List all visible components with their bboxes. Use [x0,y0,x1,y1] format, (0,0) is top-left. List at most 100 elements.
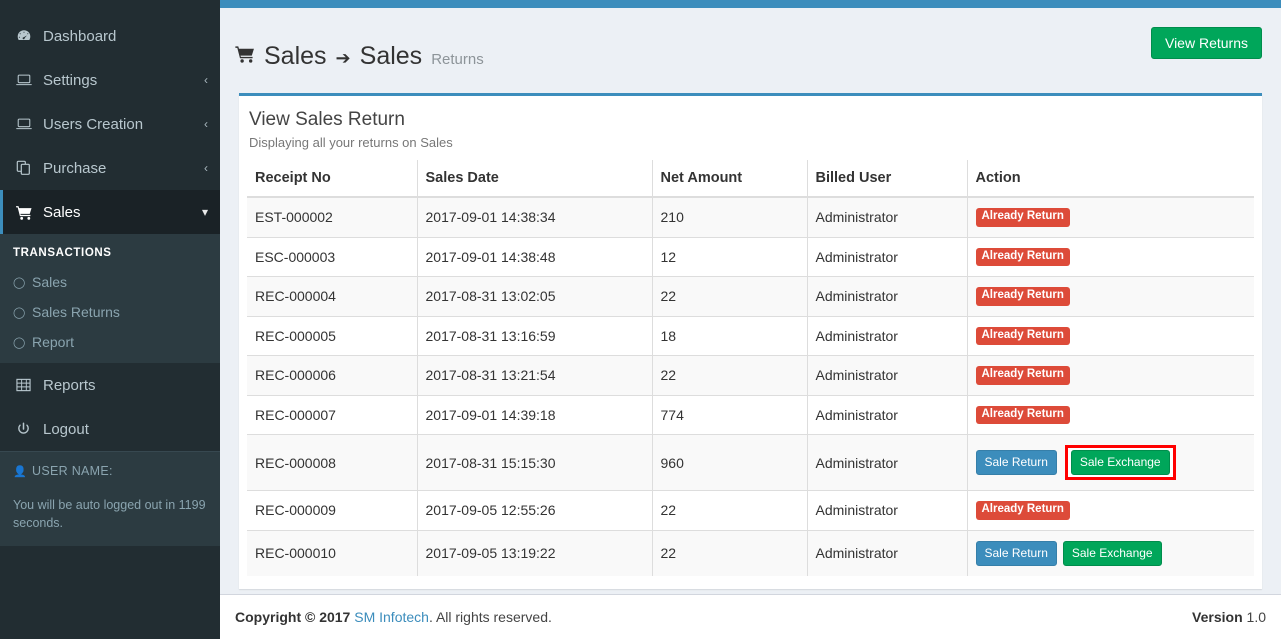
action-buttons: Already Return [975,208,1247,227]
cell-action: Already Return [966,196,1254,237]
laptop-icon [16,73,40,87]
circle-o-icon: ◯ [13,336,26,349]
cell-sales-date: 2017-09-01 14:39:18 [416,394,652,435]
cell-receipt-no: REC-000005 [247,315,417,356]
cell-sales-date: 2017-08-31 15:15:30 [416,433,652,491]
action-buttons: Sale Return Sale Exchange [975,540,1247,566]
chevron-left-icon: ‹ [204,73,208,87]
cell-sales-date: 2017-09-05 13:19:22 [416,529,652,576]
table-grid-icon [16,378,40,392]
table-head: Receipt No Sales Date Net Amount Billed … [247,160,1254,198]
view-returns-button[interactable]: View Returns [1150,27,1262,59]
table-row: REC-000006 2017-08-31 13:21:54 22 Administr… [247,355,1254,395]
cell-net-amount: 22 [651,529,807,576]
sale-exchange-button[interactable]: Sale Exchange [1070,450,1170,476]
cell-action: Already Return [966,394,1254,435]
panel-header: View Sales Return Displaying all your re… [239,96,1262,160]
dashboard-icon [16,28,40,44]
table-row: REC-000005 2017-08-31 13:16:59 18 Administr… [247,315,1254,356]
cell-receipt-no: EST-000002 [247,196,417,237]
submenu-item-label: Sales [32,274,68,290]
cell-net-amount: 22 [651,355,807,395]
cell-sales-date: 2017-08-31 13:02:05 [416,276,652,316]
sale-exchange-button[interactable]: Sale Exchange [1062,540,1162,566]
action-buttons: Already Return [975,366,1247,385]
top-blue-bar [220,0,1281,8]
cell-billed-user: Administrator [806,236,967,277]
table-row: REC-000009 2017-09-05 12:55:26 22 Administr… [247,490,1254,531]
page-title-second: Sales [359,41,423,70]
sidebar-item-dashboard[interactable]: Dashboard [0,14,220,58]
submenu-item-label: Sales Returns [32,304,120,320]
table-row: REC-000010 2017-09-05 13:19:22 22 Administr… [247,529,1254,576]
cell-sales-date: 2017-09-05 12:55:26 [416,490,652,531]
cell-receipt-no: REC-000010 [247,529,417,576]
cell-billed-user: Administrator [806,490,967,531]
table-row: REC-000008 2017-08-31 15:15:30 960 Administ… [247,433,1254,491]
circle-o-icon: ◯ [13,306,26,319]
sidebar-item-settings[interactable]: Settings ‹ [0,58,220,102]
auto-logout-timer: You will be auto logged out in 1199 seco… [13,498,206,530]
sidebar-bottom-filler [0,581,220,639]
cell-net-amount: 960 [651,433,807,491]
cell-net-amount: 22 [651,276,807,316]
sidebar-item-label: Logout [43,420,89,438]
action-buttons: Already Return [975,405,1247,424]
panel-body: Receipt No Sales Date Net Amount Billed … [239,160,1262,589]
cell-receipt-no: ESC-000003 [247,236,417,277]
sidebar-item-label: Reports [43,376,96,394]
column-header-billed-user[interactable]: Billed User [806,160,967,198]
sidebar-item-logout[interactable]: Logout [0,407,220,451]
sidebar-item-sales[interactable]: Sales ▾ [0,190,220,234]
cell-net-amount: 210 [651,196,807,237]
table-row: EST-000002 2017-09-01 14:38:34 210 Administ… [247,196,1254,237]
cart-icon [235,45,256,69]
cell-receipt-no: REC-000008 [247,433,417,491]
sales-returns-table: Receipt No Sales Date Net Amount Billed … [247,160,1254,576]
sidebar-item-label: Settings [43,71,98,89]
table-body: EST-000002 2017-09-01 14:38:34 210 Administ… [247,196,1254,576]
chevron-left-icon: ‹ [204,117,208,131]
column-header-net-amount[interactable]: Net Amount [651,160,807,198]
circle-o-icon: ◯ [13,276,26,289]
sidebar-item-purchase[interactable]: Purchase ‹ [0,146,220,190]
arrow-right-icon: ➔ [335,47,351,68]
page-header: Sales ➔ Sales Returns View Returns [220,8,1281,93]
sidebar-submenu-transactions: TRANSACTIONS ◯ Sales ◯ Sales Returns ◯ R… [0,234,220,363]
sale-return-button[interactable]: Sale Return [975,450,1057,476]
cell-action: Sale Return Sale Exchange [966,529,1254,576]
cell-receipt-no: REC-000007 [247,394,417,435]
sidebar-item-users-creation[interactable]: Users Creation ‹ [0,102,220,146]
sale-return-button[interactable]: Sale Return [975,540,1057,566]
footer-version-label: Version [1192,609,1243,625]
sidebar-item-label: Dashboard [43,27,117,45]
column-header-receipt-no[interactable]: Receipt No [247,160,417,198]
cell-billed-user: Administrator [806,276,967,316]
laptop-icon [16,117,40,131]
user-icon: 👤 [13,466,27,478]
column-header-action[interactable]: Action [966,160,1254,198]
footer-version-value: 1.0 [1246,609,1266,625]
page-footer: Copyright © 2017 SM Infotech. All rights… [220,594,1281,639]
cell-action: Sale Return Sale Exchange [966,433,1254,491]
page-subtitle: Returns [431,50,484,68]
submenu-item-report[interactable]: ◯ Report [0,327,220,357]
table-row: REC-000004 2017-08-31 13:02:05 22 Administr… [247,276,1254,316]
footer-copyright-suffix: . All rights reserved. [428,609,552,625]
sidebar-item-label: Users Creation [43,115,144,133]
table-header-row: Receipt No Sales Date Net Amount Billed … [247,160,1254,198]
status-badge-already-return: Already Return [975,405,1070,424]
status-badge-already-return: Already Return [975,247,1070,266]
status-badge-already-return: Already Return [975,501,1070,520]
submenu-item-sales-returns[interactable]: ◯ Sales Returns [0,297,220,327]
page-title: Sales ➔ Sales Returns [235,42,1261,71]
sidebar-item-reports[interactable]: Reports [0,363,220,407]
chevron-left-icon: ‹ [204,161,208,175]
cell-net-amount: 22 [651,490,807,531]
submenu-item-label: Report [32,334,75,350]
submenu-item-sales[interactable]: ◯ Sales [0,267,220,297]
column-header-sales-date[interactable]: Sales Date [416,160,652,198]
page-title-main: Sales [264,41,327,70]
footer-brand-link[interactable]: SM Infotech [354,609,429,625]
